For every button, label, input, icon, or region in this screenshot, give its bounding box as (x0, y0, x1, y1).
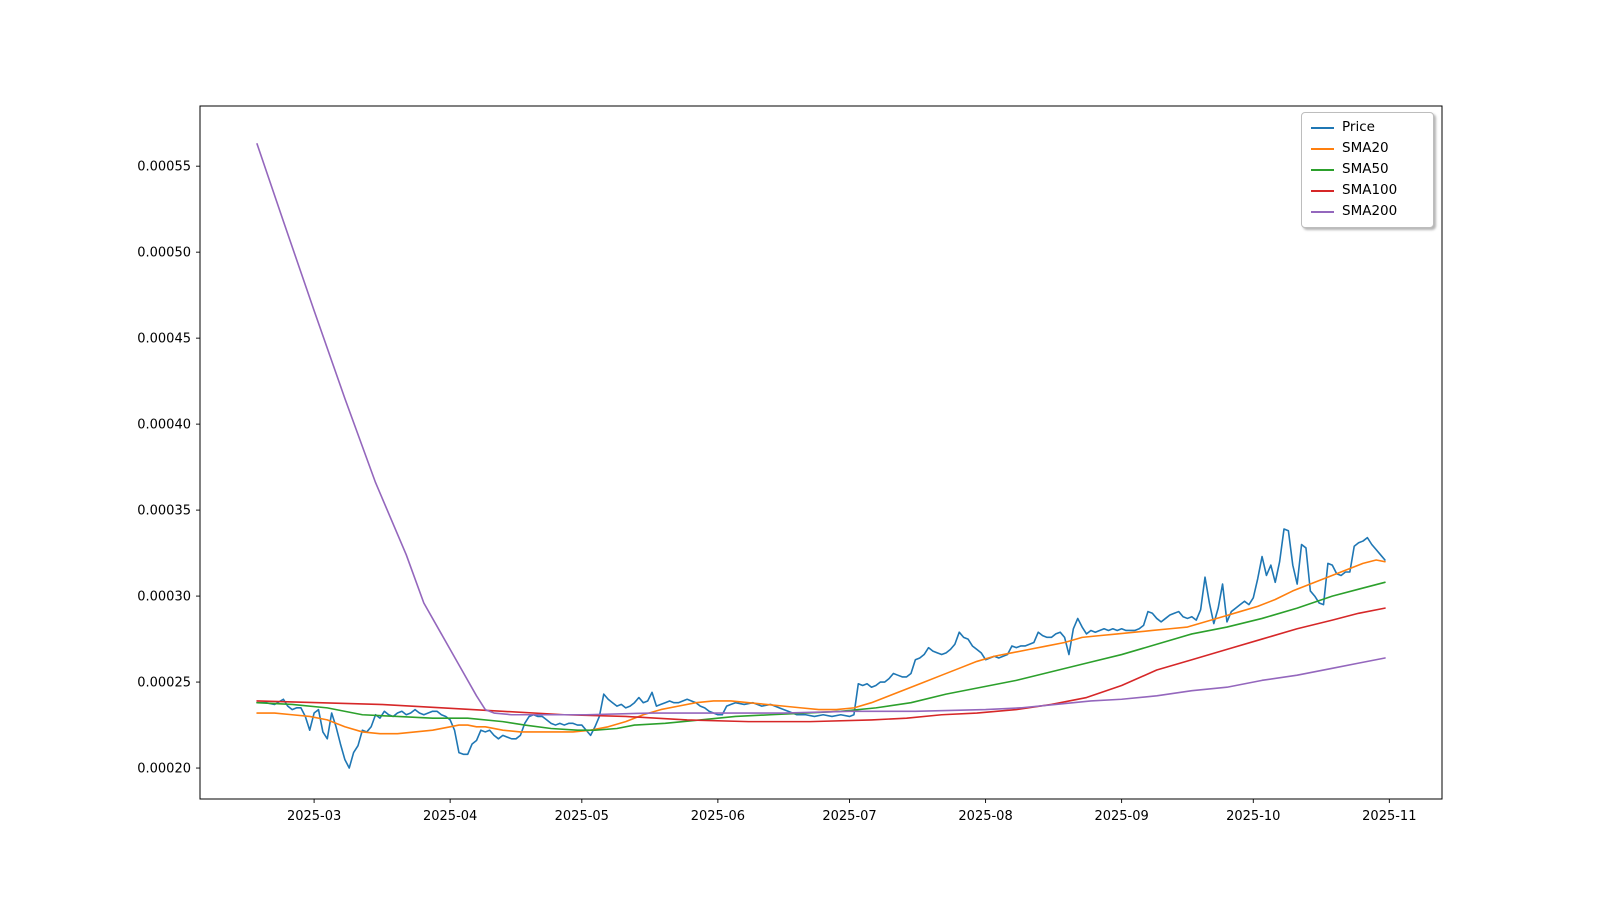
legend-item: SMA50 (1311, 162, 1423, 177)
legend-label-sma50: SMA50 (1342, 161, 1389, 177)
legend: Price SMA20 SMA50 SMA100 SMA200 (1301, 112, 1434, 228)
x-tick-label: 2025-11 (1362, 809, 1416, 824)
y-tick-label: 0.00020 (137, 761, 191, 776)
y-tick-label: 0.00055 (137, 159, 191, 174)
x-tick-label: 2025-08 (958, 809, 1012, 824)
legend-swatch-price (1311, 126, 1334, 129)
y-tick-label: 0.00045 (137, 331, 191, 346)
legend-item: SMA100 (1311, 183, 1423, 198)
x-tick-label: 2025-04 (423, 809, 477, 824)
price-line (256, 528, 1386, 769)
legend-swatch-sma20 (1311, 147, 1334, 150)
sma50-line (256, 581, 1386, 732)
legend-item: SMA20 (1311, 141, 1423, 156)
legend-swatch-sma100 (1311, 189, 1334, 192)
legend-label-price: Price (1342, 119, 1375, 135)
x-tick-label: 2025-09 (1094, 809, 1148, 824)
y-tick-label: 0.00050 (137, 245, 191, 260)
legend-swatch-sma50 (1311, 168, 1334, 171)
legend-label-sma20: SMA20 (1342, 140, 1389, 156)
x-tick-label: 2025-06 (691, 809, 745, 824)
y-tick-label: 0.00040 (137, 417, 191, 432)
x-tick-label: 2025-07 (822, 809, 876, 824)
axes-frame (199, 105, 1443, 800)
legend-item: SMA200 (1311, 204, 1423, 219)
legend-swatch-sma200 (1311, 210, 1334, 213)
legend-label-sma100: SMA100 (1342, 182, 1398, 198)
sma200-line (256, 143, 1386, 716)
x-tick-label: 2025-10 (1226, 809, 1280, 824)
y-tick-label: 0.00025 (137, 675, 191, 690)
legend-item: Price (1311, 120, 1423, 135)
y-tick-label: 0.00030 (137, 589, 191, 604)
sma100-line (256, 607, 1386, 723)
x-tick-label: 2025-05 (555, 809, 609, 824)
sma20-line (256, 559, 1386, 735)
y-tick-label: 0.00035 (137, 503, 191, 518)
legend-label-sma200: SMA200 (1342, 203, 1398, 219)
x-tick-label: 2025-03 (287, 809, 341, 824)
